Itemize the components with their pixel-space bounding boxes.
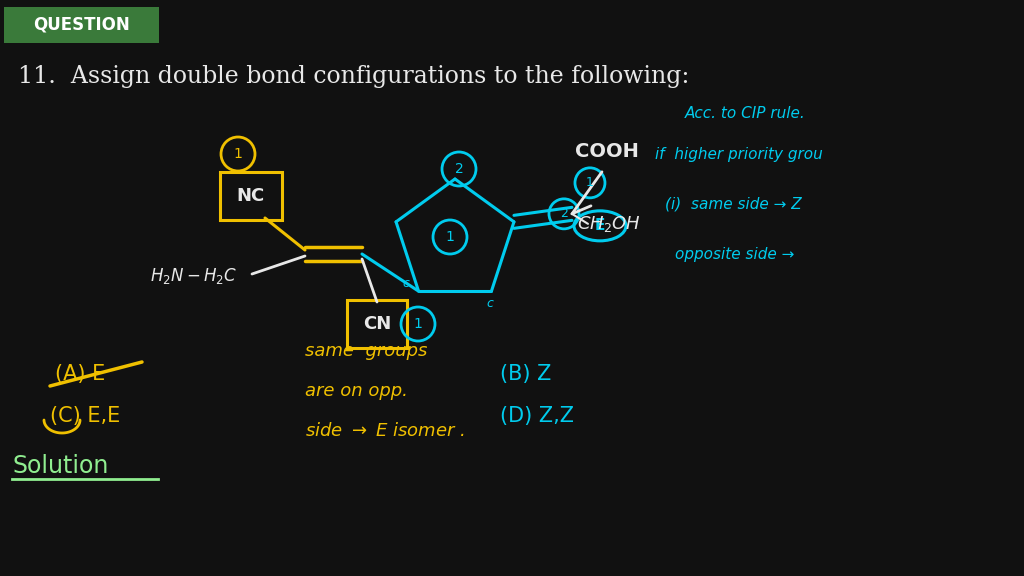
Text: (D) Z,Z: (D) Z,Z: [500, 406, 574, 426]
Text: same  groups: same groups: [305, 342, 427, 360]
Text: (C) E,E: (C) E,E: [50, 406, 120, 426]
Text: 1: 1: [233, 147, 243, 161]
FancyBboxPatch shape: [4, 7, 159, 43]
Text: 1: 1: [414, 317, 423, 331]
Text: 1: 1: [445, 230, 455, 244]
Text: (i)  same side → Z: (i) same side → Z: [665, 196, 802, 211]
Text: 2: 2: [455, 162, 464, 176]
Text: c: c: [402, 276, 409, 290]
Text: $H_2N - H_2C$: $H_2N - H_2C$: [150, 266, 238, 286]
Text: opposite side →: opposite side →: [675, 247, 795, 262]
Text: Acc. to CIP rule.: Acc. to CIP rule.: [685, 107, 806, 122]
Text: CN: CN: [362, 315, 391, 333]
Text: NC: NC: [237, 187, 265, 205]
Text: are on opp.: are on opp.: [305, 382, 408, 400]
Text: $CH_2OH$: $CH_2OH$: [578, 214, 641, 234]
Text: if  higher priority grou: if higher priority grou: [655, 146, 822, 161]
Text: Solution: Solution: [12, 454, 109, 478]
Text: (B) Z: (B) Z: [500, 364, 551, 384]
Text: QUESTION: QUESTION: [34, 16, 130, 34]
Text: 1: 1: [586, 176, 594, 190]
Text: (A) E: (A) E: [55, 364, 105, 384]
Text: COOH: COOH: [575, 142, 639, 161]
Text: c: c: [486, 297, 493, 310]
Text: E: E: [595, 218, 605, 233]
Text: side $\rightarrow$ E isomer .: side $\rightarrow$ E isomer .: [305, 422, 465, 440]
Text: 2: 2: [560, 207, 568, 221]
Text: 11.  Assign double bond configurations to the following:: 11. Assign double bond configurations to…: [18, 65, 689, 88]
